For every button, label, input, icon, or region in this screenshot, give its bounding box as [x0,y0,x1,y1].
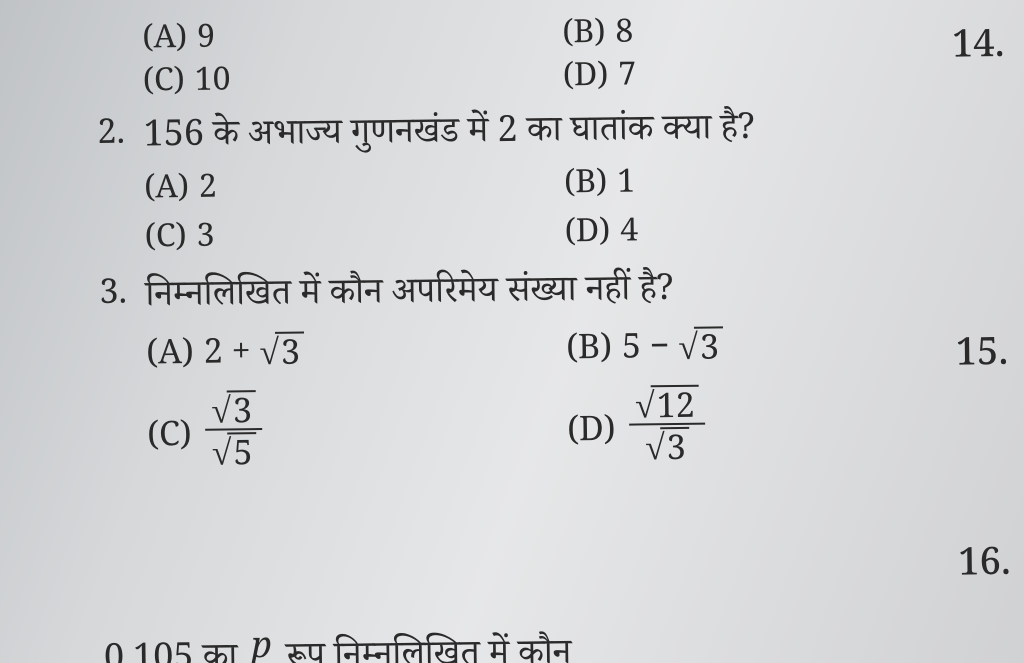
cutoff-tail: रूप निम्नलिखित में कौन [286,625,572,663]
option-label: (C) [143,57,185,101]
option-label: (A) [142,14,187,58]
option-label: (A) [146,320,194,382]
option-value: 9 [197,14,215,57]
option-label: (D) [564,205,610,255]
option-b: (B) 5 − √3 [566,312,867,377]
option-value: 3 [196,210,214,260]
question-text: 156 के अभाज्य गुणनखंड में 2 का घातांक क्… [143,99,755,159]
prev-question-options: (A) 9 (B) 8 (C) 10 (D) 7 [142,4,991,101]
option-c: (C) 10 [143,53,563,101]
fraction: p [245,624,278,663]
question-2: 2. 156 के अभाज्य गुणनखंड में 2 का घातांक… [97,97,992,160]
sqrt-icon: √3 [678,326,723,363]
side-number-16: 16. [958,534,1011,587]
option-value: 2 + √3 [203,318,304,380]
side-number-14: 14. [952,16,1005,69]
option-label: (B) [566,315,613,377]
option-value: 5 − √3 [622,313,724,375]
option-label: (A) [144,161,189,211]
sqrt-icon: √5 [212,432,257,469]
option-label: (B) [564,155,608,205]
option-b: (B) 1 [564,152,865,205]
sqrt-icon: √3 [211,390,256,427]
side-number-15: 15. [955,324,1008,377]
fraction: √12 √3 [629,385,706,464]
cutoff-lead: 0.105 का [104,629,238,663]
option-value: 10 [194,57,230,101]
question-number: 3. [99,266,146,314]
fraction: √3 √5 [205,390,263,469]
option-value: 4 [620,205,638,255]
option-d: (D) 7 [563,49,864,96]
question-2-options: (A) 2 (B) 1 (C) 3 (D) 4 [144,151,993,261]
option-label: (C) [147,406,192,459]
sqrt-icon: √3 [259,331,304,368]
option-lead: 5 − [622,321,679,368]
fraction-numerator: p [245,624,278,662]
option-label: (B) [562,9,606,53]
option-label: (C) [144,210,186,260]
option-c: (C) √3 √5 [147,388,568,471]
cutoff-question: 0.105 का p रूप निम्नलिखित में कौन [104,625,572,663]
option-c: (C) 3 [144,206,565,261]
option-label: (D) [567,401,616,454]
option-value: 1 [617,155,635,205]
option-a: (A) 2 + √3 [146,315,567,381]
option-d: (D) 4 [564,202,865,255]
sqrt-icon: √12 [635,385,699,422]
option-lead: 2 + [203,326,259,373]
option-b: (B) 8 [562,6,863,53]
option-value: 2 [199,160,217,210]
question-number: 2. [97,107,144,155]
question-3-options: (A) 2 + √3 (B) 5 − √3 (C) √3 √5 (D) √12 [146,310,996,472]
question-text: निम्नलिखित में कौन अपरिमेय संख्या नहीं ह… [145,260,674,319]
option-d: (D) √12 √3 [567,385,868,467]
option-value: 7 [618,52,636,95]
option-a: (A) 9 [142,9,562,57]
exam-page: 14. 15. 16. (A) 9 (B) 8 (C) 10 (D) 7 2. … [0,0,1024,663]
question-3: 3. निम्नलिखित में कौन अपरिमेय संख्या नही… [99,256,994,319]
option-a: (A) 2 [144,156,565,211]
option-label: (D) [563,52,609,96]
sqrt-icon: √3 [645,427,690,464]
option-value: 8 [615,8,633,51]
